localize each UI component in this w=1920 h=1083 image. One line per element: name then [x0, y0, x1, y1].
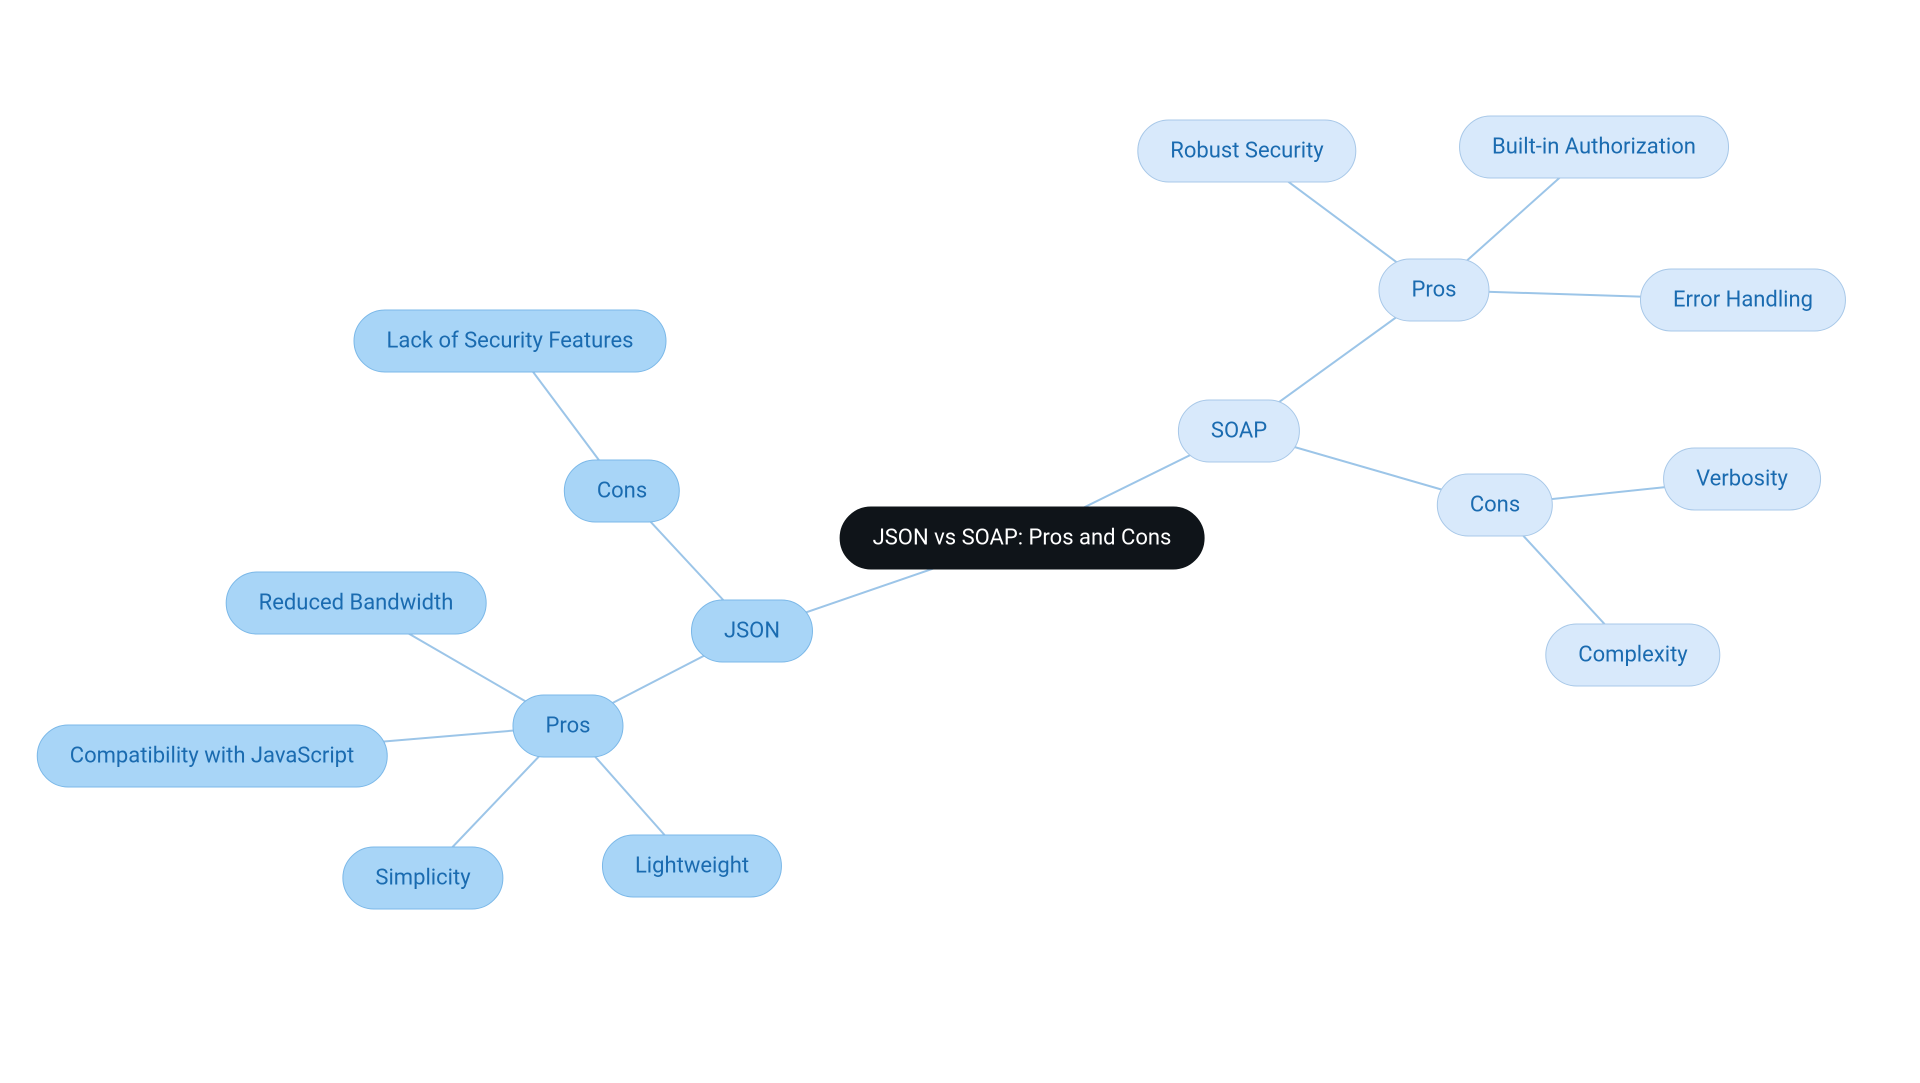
node-robust-security: Robust Security [1137, 120, 1356, 183]
mindmap-canvas: JSON vs SOAP: Pros and Cons JSON Cons Pr… [0, 0, 1920, 1083]
node-verbosity: Verbosity [1663, 448, 1821, 511]
node-soap-pros: Pros [1378, 259, 1489, 322]
node-root: JSON vs SOAP: Pros and Cons [840, 507, 1205, 570]
node-lack-security: Lack of Security Features [354, 310, 667, 373]
node-soap-cons: Cons [1437, 474, 1553, 537]
node-error-handling: Error Handling [1640, 269, 1846, 332]
node-lightweight: Lightweight [602, 835, 782, 898]
node-json-cons: Cons [564, 460, 680, 523]
node-simplicity: Simplicity [342, 847, 503, 910]
node-complexity: Complexity [1545, 624, 1720, 687]
node-reduced-bandwidth: Reduced Bandwidth [226, 572, 487, 635]
node-json: JSON [691, 600, 813, 663]
node-builtin-auth: Built-in Authorization [1459, 116, 1729, 179]
node-json-pros: Pros [512, 695, 623, 758]
node-js-compat: Compatibility with JavaScript [37, 725, 388, 788]
node-soap: SOAP [1178, 400, 1300, 463]
